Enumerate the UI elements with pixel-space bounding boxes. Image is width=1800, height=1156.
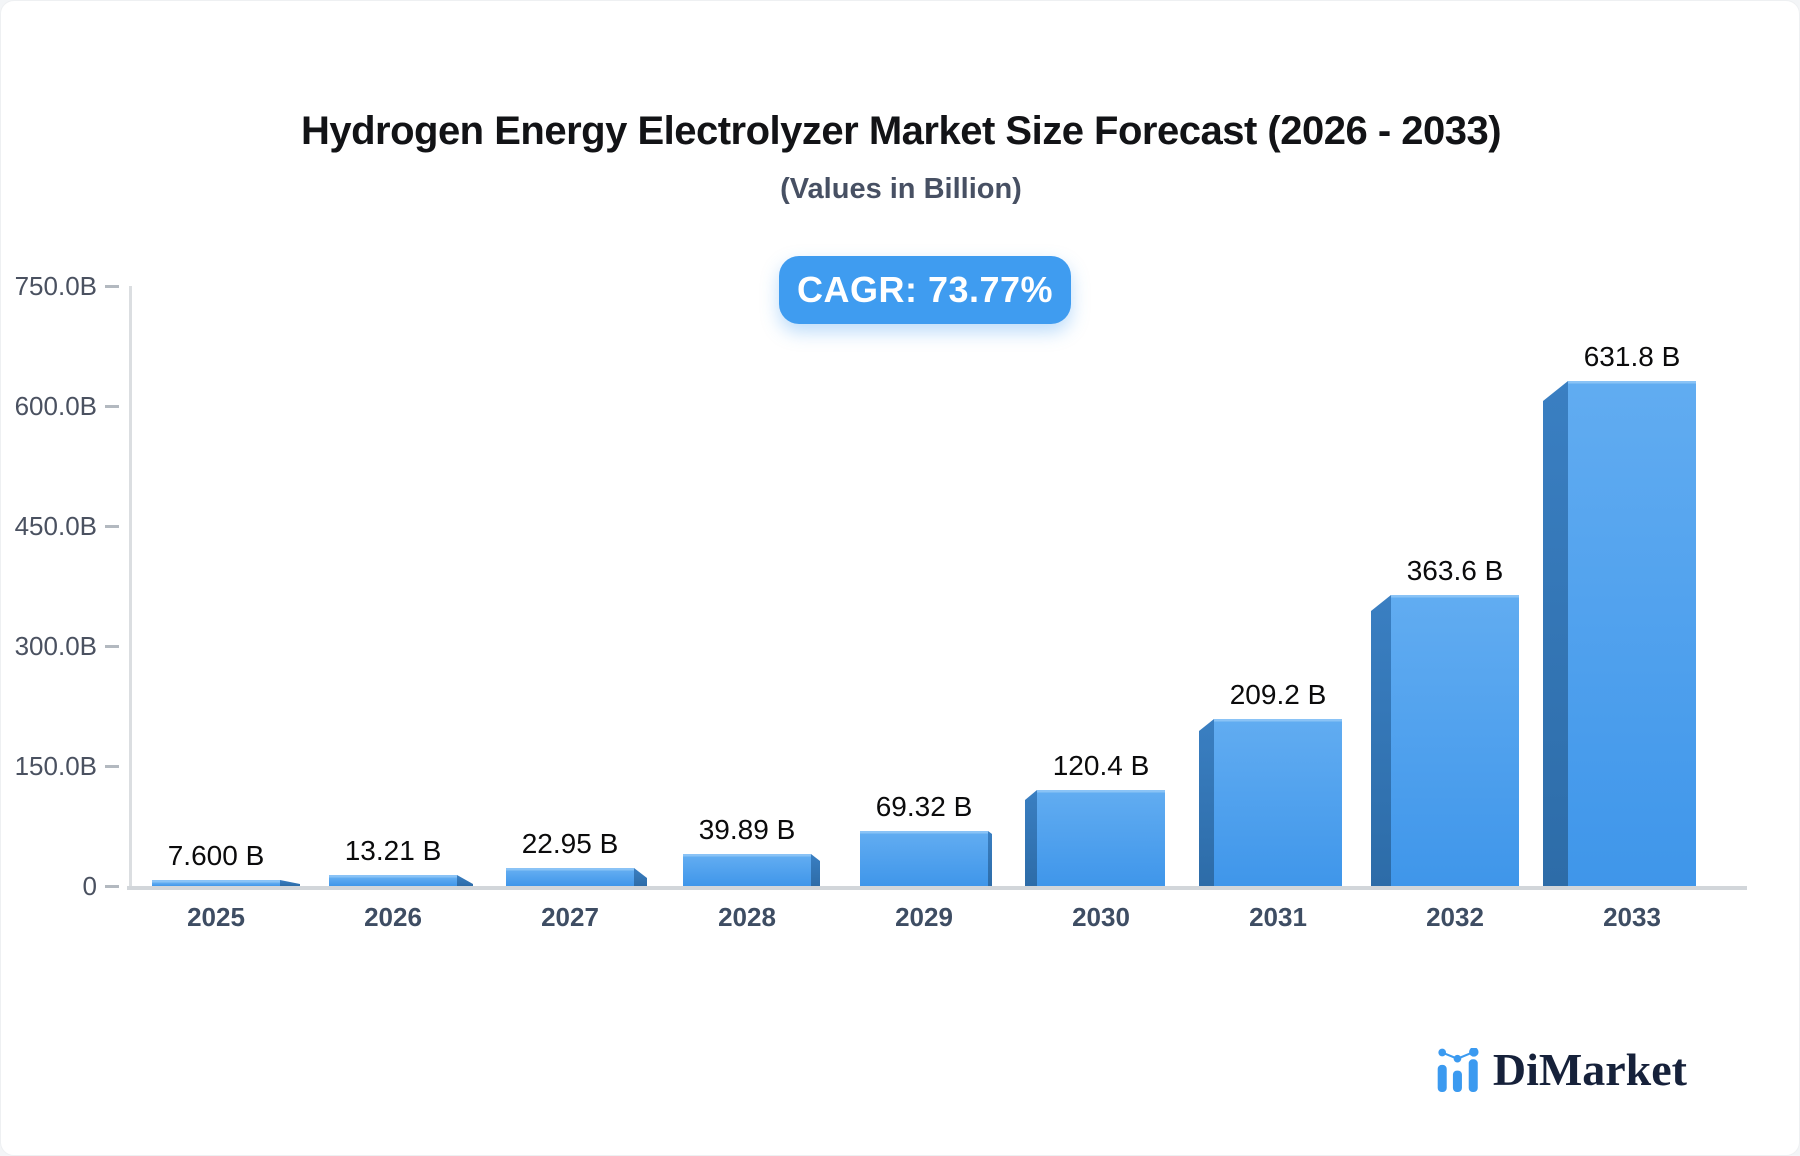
dimarket-logo: DiMarket (1437, 1039, 1687, 1101)
bar-value-label-2027: 22.95 B (521, 828, 619, 859)
y-axis-tick-mark (105, 285, 119, 288)
y-axis-tick-label: 0 (82, 871, 97, 901)
bar-value-label-2032: 363.6 B (1406, 555, 1504, 586)
x-axis-label-2028: 2028 (718, 902, 776, 932)
bar-value-label-2031: 209.2 B (1229, 679, 1327, 710)
chart-title: Hydrogen Energy Electrolyzer Market Size… (300, 109, 1502, 153)
dimarket-bars-logo-icon (1437, 1048, 1479, 1092)
x-axis-label-2033: 2033 (1603, 902, 1661, 932)
dimarket-logo-text: DiMarket (1492, 1044, 1687, 1095)
bar-2026 (329, 875, 457, 886)
x-axis-label-2027: 2027 (541, 902, 599, 932)
bar-value-label-2033: 631.8 B (1583, 341, 1681, 372)
bar-3d-side-2032 (1371, 595, 1391, 886)
x-axis-label-2025: 2025 (187, 902, 245, 932)
y-axis-tick-mark (105, 645, 119, 648)
y-axis-tick-mark (105, 525, 119, 528)
x-axis-label-2029: 2029 (895, 902, 953, 932)
bar-value-label-2025: 7.600 B (167, 840, 265, 871)
bar-2025 (152, 880, 280, 886)
x-axis-label-2026: 2026 (364, 902, 422, 932)
x-axis-label-2030: 2030 (1072, 902, 1130, 932)
y-axis-tick-label: 150.0B (14, 751, 97, 781)
y-axis-tick-label: 300.0B (14, 631, 97, 661)
bar-2031 (1214, 719, 1342, 886)
y-axis-tick-mark (105, 765, 119, 768)
bar-3d-side-2025 (280, 880, 300, 886)
bar-3d-side-2031 (1199, 719, 1214, 886)
y-axis-tick-label: 450.0B (14, 511, 97, 541)
bar-3d-side-2028 (811, 854, 820, 886)
bar-3d-side-2027 (634, 868, 647, 886)
bar-value-label-2029: 69.32 B (875, 791, 973, 822)
y-axis-tick-mark (105, 885, 119, 888)
x-axis-label-2032: 2032 (1426, 902, 1484, 932)
y-axis-line (129, 286, 132, 889)
y-axis-tick-label: 600.0B (14, 391, 97, 421)
bar-3d-side-2026 (457, 875, 473, 886)
bar-value-label-2030: 120.4 B (1052, 750, 1150, 781)
bar-2027 (506, 868, 634, 886)
bar-2029 (860, 831, 988, 886)
x-axis-line (127, 886, 1747, 890)
bar-2028 (683, 854, 811, 886)
bar-2030 (1037, 790, 1165, 886)
chart-subtitle: (Values in Billion) (780, 173, 1022, 205)
bar-3d-side-2033 (1543, 381, 1568, 886)
bar-value-label-2026: 13.21 B (344, 835, 442, 866)
x-axis-label-2031: 2031 (1249, 902, 1307, 932)
y-axis-tick-label: 750.0B (14, 271, 97, 301)
bar-2033 (1568, 381, 1696, 886)
bar-2032 (1391, 595, 1519, 886)
bar-3d-side-2029 (988, 831, 992, 886)
bar-value-label-2028: 39.89 B (698, 814, 796, 845)
y-axis-tick-mark (105, 405, 119, 408)
cagr-badge: CAGR: 73.77% (779, 256, 1071, 324)
bar-3d-side-2030 (1025, 790, 1037, 886)
